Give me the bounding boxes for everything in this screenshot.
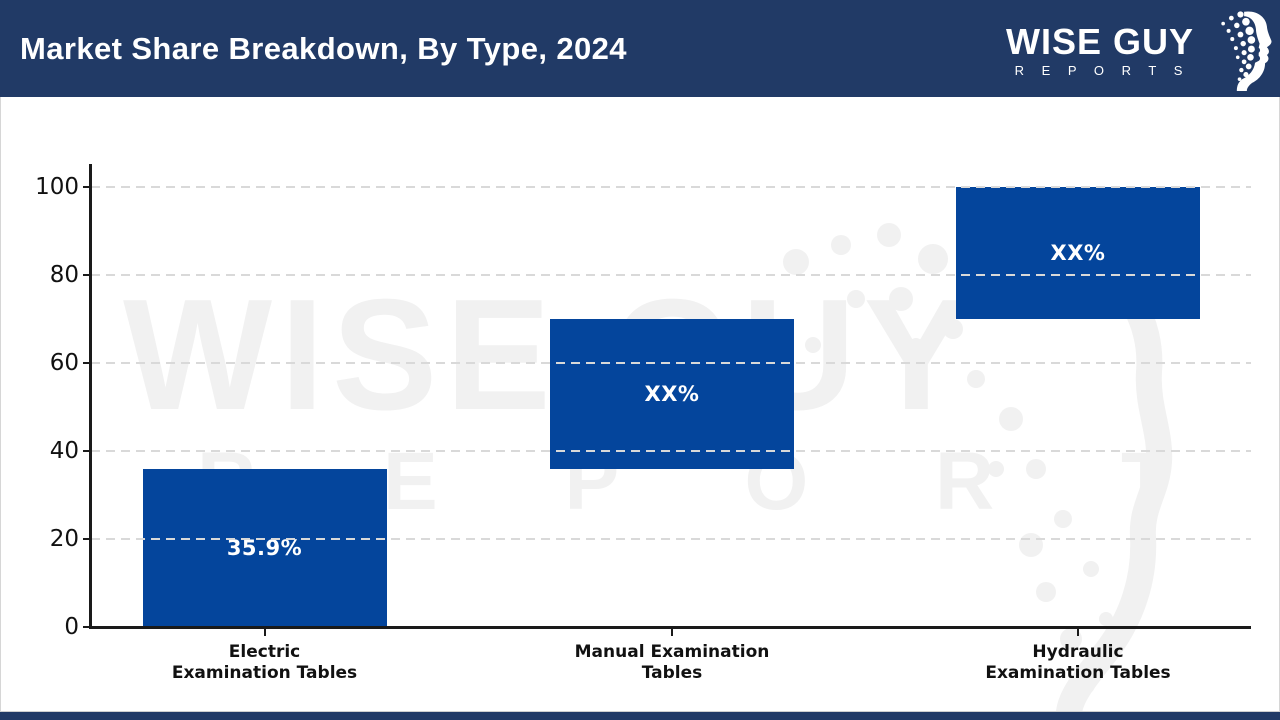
- y-tick-mark: [83, 626, 91, 628]
- x-axis-line: [89, 626, 1251, 629]
- bar-value-label: 35.9%: [226, 536, 303, 560]
- wiseguy-face-icon: [1221, 11, 1272, 91]
- plot-area: 0 20 40 60 80 100 35.9% XX% XX% Electric Examinati…: [1, 97, 1279, 711]
- watermark-text: WISE GUY: [123, 267, 969, 443]
- x-tick-mark: [1077, 629, 1079, 636]
- y-gridline: [91, 186, 1251, 188]
- logo-name: WISE GUY: [1005, 20, 1194, 62]
- x-category-label-line: Tables: [641, 663, 703, 683]
- y-tick-label: 20: [49, 526, 79, 552]
- y-gridline: [91, 274, 1251, 276]
- y-gridline: [91, 538, 1251, 540]
- logo-text: WISE GUY R E P O R T S: [1005, 20, 1194, 78]
- page-title: Market Share Breakdown, By Type, 2024: [20, 30, 627, 66]
- x-category-label-line: Hydraulic: [1032, 642, 1124, 662]
- x-category-label: Manual Examination Tables: [522, 642, 822, 684]
- logo-tagline: R E P O R T S: [1014, 62, 1190, 78]
- footer-bar: [0, 712, 1280, 720]
- market-share-bar: XX%: [956, 187, 1200, 320]
- y-tick-label: 60: [49, 350, 79, 376]
- x-category-label-line: Manual Examination: [574, 642, 770, 662]
- y-tick-label: 100: [35, 174, 79, 200]
- chart-canvas: WISE GUY R E P O R T S 02040608010035.9%…: [0, 97, 1280, 712]
- header-bar: Market Share Breakdown, By Type, 2024 WI…: [0, 0, 1280, 97]
- x-tick-mark: [671, 629, 673, 636]
- y-axis-line: [89, 164, 92, 629]
- bar-value-label: XX%: [644, 382, 700, 407]
- x-category-label: Electric Examination Tables: [115, 642, 415, 684]
- x-category-label-line: Electric: [228, 642, 301, 662]
- x-category-label-line: Examination Tables: [985, 663, 1171, 683]
- market-share-bar: 35.9%: [142, 469, 387, 627]
- y-tick-mark: [83, 538, 91, 540]
- y-tick-mark: [83, 186, 91, 188]
- bar-value-label: XX%: [1050, 241, 1106, 266]
- y-tick-label: 40: [49, 438, 79, 464]
- x-category-label: Hydraulic Examination Tables: [928, 642, 1228, 684]
- y-tick-mark: [83, 362, 91, 364]
- y-tick-mark: [83, 274, 91, 276]
- y-gridline: [91, 450, 1251, 452]
- y-tick-label: 0: [64, 614, 79, 640]
- x-tick-mark: [263, 629, 266, 636]
- market-share-bar: XX%: [550, 319, 794, 470]
- x-category-label-line: Examination Tables: [171, 663, 358, 683]
- y-tick-mark: [83, 450, 91, 452]
- wiseguy-logo: WISE GUY R E P O R T S: [1006, 6, 1272, 94]
- y-gridline: [91, 362, 1251, 364]
- y-tick-label: 80: [49, 262, 79, 288]
